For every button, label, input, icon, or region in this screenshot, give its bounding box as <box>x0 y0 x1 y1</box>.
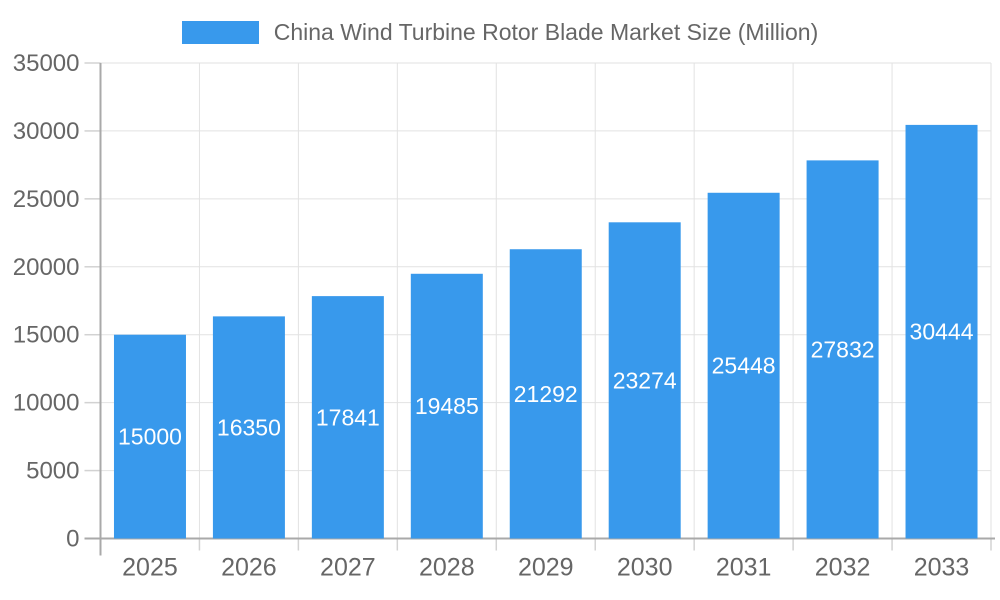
bar <box>509 249 582 539</box>
x-axis-tick-label: 2030 <box>617 554 673 582</box>
x-axis-tick-label: 2026 <box>221 554 277 582</box>
y-axis-tick-label: 0 <box>66 526 79 553</box>
legend-swatch <box>181 20 259 44</box>
bar-value-label: 21292 <box>514 381 578 407</box>
bar-value-label: 16350 <box>217 414 281 440</box>
bar-value-label: 17841 <box>316 404 380 430</box>
bar <box>212 316 285 539</box>
bar-value-label: 25448 <box>712 353 776 379</box>
bar <box>311 296 384 539</box>
bar <box>410 273 483 539</box>
bar <box>113 334 186 539</box>
x-axis-tick-label: 2028 <box>419 554 475 582</box>
x-axis-tick-label: 2031 <box>716 554 772 582</box>
bar-value-label: 15000 <box>118 424 182 450</box>
bar <box>905 124 978 539</box>
y-axis-tick-label: 10000 <box>13 390 80 417</box>
x-axis-tick-label: 2032 <box>815 554 871 582</box>
bar-value-label: 27832 <box>811 336 875 362</box>
bar-value-label: 23274 <box>613 367 677 393</box>
bar <box>608 222 681 539</box>
bar-value-label: 30444 <box>910 319 974 345</box>
y-axis-tick-label: 15000 <box>13 322 80 349</box>
bar <box>806 160 879 539</box>
legend-label: China Wind Turbine Rotor Blade Market Si… <box>273 18 819 45</box>
x-axis-tick-label: 2033 <box>914 554 970 582</box>
x-axis-tick-label: 2029 <box>518 554 574 582</box>
chart-legend: China Wind Turbine Rotor Blade Market Si… <box>0 10 1000 54</box>
y-axis-tick-label: 35000 <box>13 50 80 77</box>
x-axis-tick-label: 2027 <box>320 554 376 582</box>
y-axis-tick-label: 30000 <box>13 118 80 145</box>
y-axis-tick-label: 25000 <box>13 186 80 213</box>
y-axis-tick-label: 5000 <box>26 458 79 485</box>
bar <box>707 192 780 539</box>
y-axis-tick-label: 20000 <box>13 254 80 281</box>
x-axis-tick-label: 2025 <box>122 554 178 582</box>
bar-value-label: 19485 <box>415 393 479 419</box>
